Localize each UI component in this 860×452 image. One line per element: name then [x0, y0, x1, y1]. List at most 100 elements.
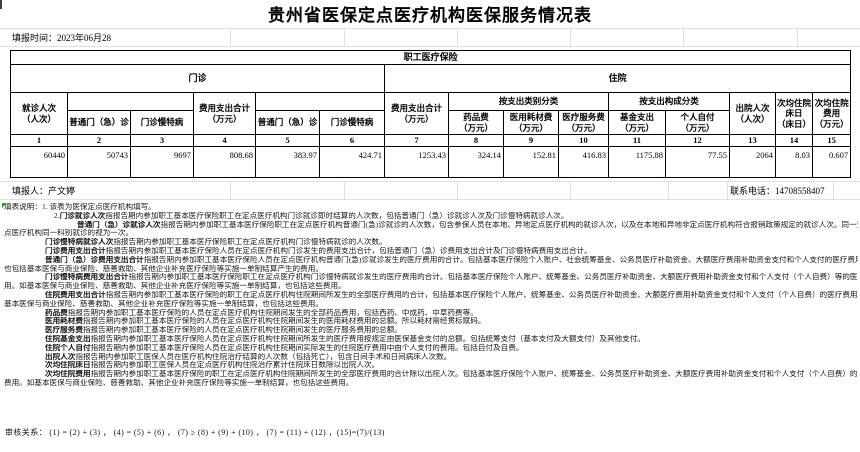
column-number: 6	[319, 134, 385, 147]
note-line: 次均住院床日指报告期内参加职工医保人员在定点医疗机构住院治疗累计住院床日数除以出…	[2, 361, 858, 370]
grid-line	[570, 29, 571, 46]
note-term: 门诊就诊人次	[59, 211, 106, 220]
col-header-service-fee: 医疗服务费 （万元）	[558, 110, 609, 135]
col-header-drug-fee: 药品费 （万元）	[448, 110, 504, 135]
grid-line	[797, 29, 798, 46]
note-term: 住院费用支出合计	[45, 290, 106, 299]
col-header-outpatient-total-expense: 费用支出合计 （万元）	[193, 92, 256, 135]
grid-line	[683, 29, 684, 46]
grid-line	[570, 182, 571, 199]
note-line: 次均住院费用指报告期内参加职工基本医疗保险的职工在定点医疗机构住院期间所发生的全…	[2, 370, 858, 379]
col-header-chronic-visits: 门诊慢特病	[130, 110, 194, 135]
value-general-outpatient-visits: 50743	[67, 146, 131, 178]
grid-line	[457, 29, 458, 46]
value-drug-fee: 324.14	[448, 146, 504, 178]
note-term: 门诊费用支出合计	[45, 246, 106, 255]
note-text: 指报告期内参加职工医保人员在医疗机构住院治疗结算的人次数（包括死亡），包含日间手…	[75, 352, 452, 361]
note-text: 也包括基本医保与商业保险、慈善救助、其他企业补充医疗保险等实施一单制结算产生的费…	[4, 264, 323, 273]
column-number: 9	[503, 134, 559, 147]
grid-line	[727, 182, 728, 199]
value-chronic-visits: 9697	[130, 146, 194, 178]
value-avg-bed-days: 8.03	[775, 146, 813, 178]
note-line: 门诊慢特病就诊人次指报告期内参加职工基本医疗保险职工在定点医疗机构门诊慢特病就诊…	[2, 238, 858, 247]
column-number: 1	[10, 134, 68, 147]
grid-line	[833, 182, 834, 199]
empty-header-cell	[67, 92, 194, 111]
note-text: 点医疗机构同一科别就诊的视为一次。	[4, 229, 134, 238]
page-title: 贵州省医保定点医疗机构医保服务情况表	[268, 6, 592, 25]
inpatient-group-header: 住院	[383, 64, 852, 93]
audit-relations: 审核关系： (1) = (2) + (3) ， (4) = (5) + (6) …	[5, 428, 385, 437]
note-text: 指报告期内参加职工基本医疗保险职工在定点医疗机构门诊慢特病就诊的人次数。	[113, 238, 387, 247]
note-line: 用。如基本医保与商业保险、慈善救助、其他企业补充医疗保险等实施一单制结算，也包括…	[2, 282, 858, 291]
note-text: 用。如基本医保与商业保险、慈善救助、其他企业补充医疗保险等实施一单制结算，也包括…	[4, 282, 346, 291]
column-number: 12	[665, 134, 730, 147]
note-text: 指报告期内参加职工基本医疗保险职工在定点医疗机构普通门(急)诊就诊的人次数，包含…	[160, 220, 858, 229]
service-table: 职工医疗保险 门诊 住院 就诊人次 （人次） 费用支出合计 （万元） 费用支出合…	[9, 50, 852, 178]
column-number: 2	[67, 134, 131, 147]
cell-error-indicator	[2, 203, 7, 208]
report-time-row: 填报时间：2023年06月28	[0, 28, 860, 47]
column-number: 13	[729, 134, 776, 147]
note-line: 费用。如基本医保与商业保险、慈善救助、其他企业补充医疗保险等实施一单制结算，也包…	[2, 379, 858, 388]
note-term: 医疗服务费	[45, 326, 83, 335]
column-number: 7	[384, 134, 449, 147]
column-number-row: 1 2 3 4 5 6 7 8 9 10 11 12 13 14 15	[10, 134, 852, 147]
col-header-visits: 就诊人次 （人次）	[10, 92, 68, 135]
col-header-avg-expense: 次均住院 费用 （万元）	[811, 92, 852, 135]
filler-row: 填报人：产文婷 联系电话：14708558407	[0, 181, 860, 200]
value-chronic-expense: 424.71	[319, 146, 385, 178]
note-line: 普通门（急）诊费用支出合计指报告期内参加职工基本医疗保险人员在定点医疗机构普通门…	[2, 256, 858, 265]
note-text: 基本医保与商业保险、慈善救助、其他企业补充医疗保险等实施一单制结算，也包括这些费…	[4, 299, 323, 308]
report-time: 填报时间：2023年06月28	[12, 33, 112, 43]
value-avg-expense: 0.607	[811, 146, 852, 178]
col-header-discharges: 出院人次 （人次）	[729, 92, 776, 135]
note-text: 指报告期内参加职工基本医疗保险人员在定点医疗机构门诊发生的费用支出合计，包括普通…	[105, 246, 592, 255]
note-line: 医疗服务费指报告期内参加职工基本医疗保险的人员在定点医疗机构住院期间发生的医疗服…	[2, 326, 858, 335]
value-fund-expense: 1175.88	[608, 146, 666, 178]
column-number: 15	[811, 134, 852, 147]
grid-line	[668, 182, 669, 199]
filler-name: 填报人：产文婷	[12, 186, 76, 196]
note-line: 住院费用支出合计指报告期内参加职工基本医疗保险的职工在定点医疗机构住院期间所发生…	[2, 291, 858, 300]
value-visits: 60440	[10, 146, 68, 178]
col-header-avg-bed-days: 次均住院 床日 （床日）	[775, 92, 813, 135]
note-term: 住院基金支出	[45, 334, 91, 343]
note-text: 指报告期内参加职工基本医疗保险的人员在定点医疗机构住院期间发生的医用耗材费用的总…	[82, 317, 486, 326]
note-text: 指报告期内参加职工基本医疗保险的职工在定点医疗机构住院期间所发生的全部医疗费用的…	[90, 370, 858, 379]
column-number: 5	[255, 134, 320, 147]
column-number: 8	[448, 134, 504, 147]
column-number: 11	[608, 134, 666, 147]
note-term: 门诊慢特病费用支出合计	[45, 273, 129, 282]
col-header-fund-expense: 基金支出 （万元）	[608, 110, 666, 135]
note-term: 普通门（急）诊费用支出合计	[45, 255, 144, 264]
note-term: 门诊慢特病就诊人次	[45, 238, 114, 247]
note-line: 基本医保与商业保险、慈善救助、其他企业补充医疗保险等实施一单制结算，也包括这些费…	[2, 300, 858, 309]
note-term: 普通门（急）诊就诊人次	[77, 220, 161, 229]
note-term: 出院人次	[45, 352, 76, 361]
note-term: 医用耗材费	[45, 317, 83, 326]
grid-line	[344, 182, 345, 199]
value-consumables-fee: 152.81	[503, 146, 559, 178]
note-text: 指报告期内参加职工基本医疗保险职工在定点医疗机构门诊就诊即时结算的人次数，包括普…	[105, 211, 569, 220]
note-text: 指报告期内参加职工基本医疗保险的人员在定点医疗机构住院期间发生的医疗服务费用的总…	[82, 326, 402, 335]
note-line: 医用耗材费指报告期内参加职工基本医疗保险的人员在定点医疗机构住院期间发生的医用耗…	[2, 317, 858, 326]
grid-line	[230, 29, 231, 46]
col-header-general-outpatient-visits: 普通门（急）诊	[67, 110, 131, 135]
note-line: 门诊慢特病费用支出合计指报告期内参加职工基本医疗保险职工在定点医疗机构门诊慢特病…	[2, 273, 858, 282]
column-number: 3	[130, 134, 194, 147]
outpatient-group-header: 门诊	[10, 64, 385, 93]
note-line: 住院个人自付指报告期内参加职工基本医疗保险人员在定点医疗机构住院期间实际发生的住…	[2, 344, 858, 353]
note-term: 住院个人自付	[45, 343, 91, 352]
expense-composition-group-header: 按支出构成分类	[608, 92, 730, 111]
note-text: 填表说明：1. 该表为医保定点医疗机构填写。	[4, 203, 156, 211]
expense-category-group-header: 按支出类别分类	[448, 92, 609, 111]
grid-line	[457, 182, 458, 199]
col-header-consumables-fee: 医用耗材费 （万元）	[503, 110, 559, 135]
col-header-self-pay: 个人自付 （万元）	[665, 110, 730, 135]
note-term: 次均住院费用	[45, 370, 91, 379]
note-text: 指报告期内参加职工基本医疗保险的人员在定点医疗机构住院期间发生的全部药品费用，包…	[67, 308, 478, 317]
value-general-outpatient-expense: 383.97	[255, 146, 320, 178]
note-line: 药品费指报告期内参加职工基本医疗保险的人员在定点医疗机构住院期间发生的全部药品费…	[2, 309, 858, 318]
note-text: 费用。如基本医保与商业保险、慈善救助、其他企业补充医疗保险等实施一单制结算，也包…	[4, 378, 354, 387]
